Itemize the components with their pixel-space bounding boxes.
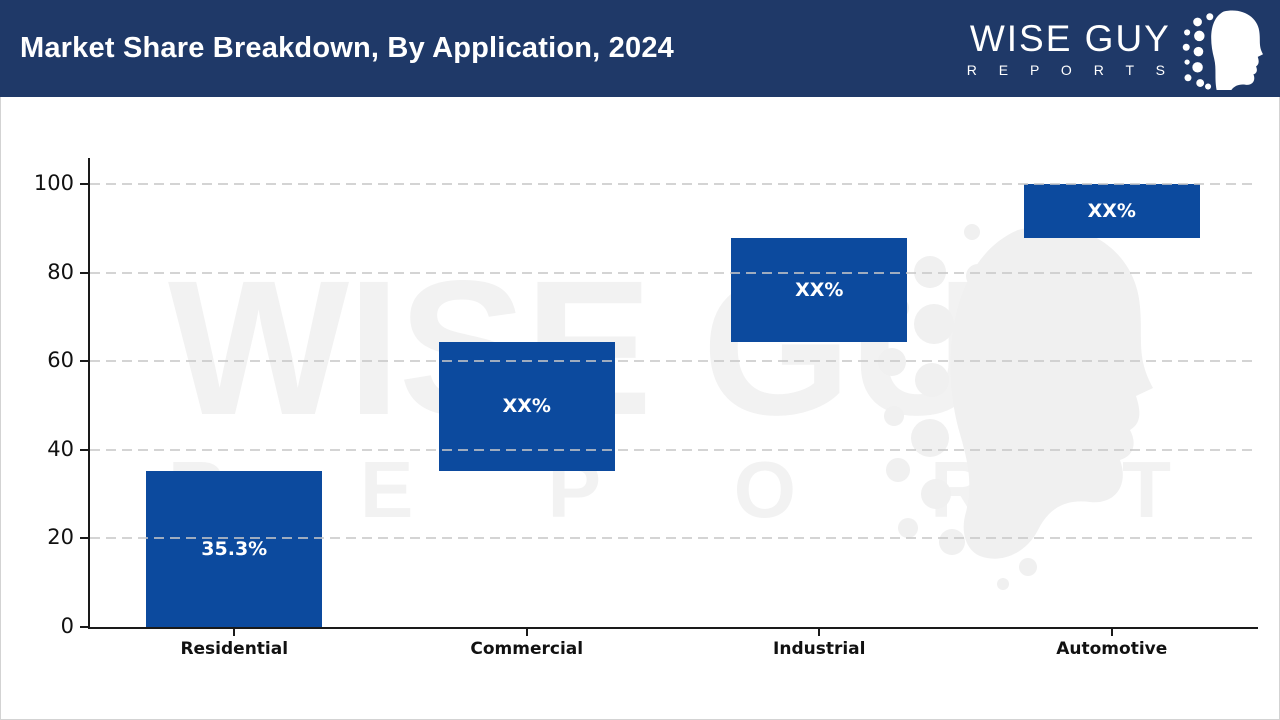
x-axis-line (88, 627, 1258, 629)
x-tick-mark-industrial (818, 629, 821, 636)
y-tick-label-20: 20 (47, 525, 74, 550)
y-tick-label-40: 40 (47, 436, 74, 461)
brand-logo: WISE GUY R E P O R T S (967, 8, 1266, 90)
gridline-60 (90, 360, 1258, 363)
x-tick-mark-automotive (1110, 629, 1113, 636)
bar-value-label: XX% (795, 279, 844, 302)
bar-industrial: XX% (731, 238, 908, 343)
y-tick-mark-60 (80, 360, 88, 363)
x-tick-label-industrial: Industrial (773, 639, 866, 659)
bar-residential: 35.3% (146, 470, 323, 627)
bar-value-label: XX% (502, 395, 551, 418)
gridline-20 (90, 537, 1258, 540)
bar-value-label: XX% (1087, 200, 1136, 223)
y-tick-label-100: 100 (33, 171, 74, 195)
y-tick-mark-20 (80, 537, 88, 540)
watermark-head-icon (878, 224, 1153, 590)
brand-logo-text: WISE GUY R E P O R T S (967, 20, 1174, 78)
x-tick-label-residential: Residential (180, 639, 289, 659)
y-tick-mark-100 (80, 183, 88, 185)
bar-automotive: XX% (1023, 184, 1200, 239)
bar-value-label: 35.3% (201, 537, 268, 560)
y-tick-mark-40 (80, 448, 88, 451)
x-tick-label-commercial: Commercial (470, 639, 584, 659)
brand-head-icon (1182, 10, 1263, 90)
y-tick-mark-0 (80, 626, 88, 628)
x-tick-mark-commercial (525, 629, 528, 636)
brand-name: WISE GUY (969, 18, 1171, 59)
header-bar: Market Share Breakdown, By Application, … (0, 0, 1280, 97)
gridline-100 (90, 183, 1258, 185)
y-tick-mark-80 (80, 271, 88, 274)
y-tick-label-0: 0 (60, 614, 74, 638)
y-axis-line (88, 158, 90, 629)
y-tick-label-60: 60 (47, 348, 74, 373)
x-tick-label-automotive: Automotive (1056, 639, 1168, 659)
page-title: Market Share Breakdown, By Application, … (20, 32, 674, 64)
gridline-40 (90, 448, 1258, 451)
brand-subtitle: R E P O R T S (966, 62, 1174, 78)
y-tick-label-80: 80 (47, 259, 74, 284)
gridline-80 (90, 271, 1258, 274)
x-tick-mark-residential (233, 629, 236, 636)
